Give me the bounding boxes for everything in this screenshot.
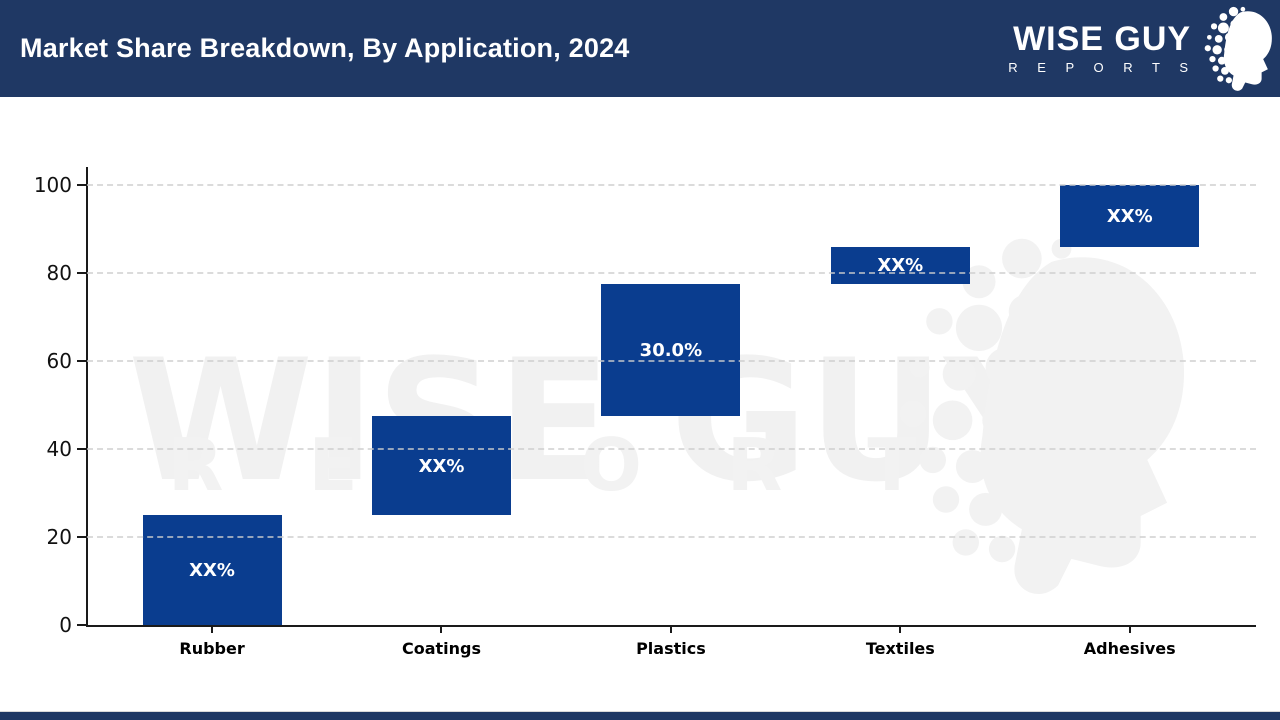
x-tick-mark bbox=[440, 627, 443, 633]
y-tick-mark bbox=[77, 448, 86, 450]
x-tick-label: Rubber bbox=[179, 639, 245, 658]
brand-tagline: R E P O R T S bbox=[1008, 60, 1196, 75]
y-tick-mark bbox=[77, 360, 86, 362]
y-gridline bbox=[87, 536, 1256, 538]
plot-area: 0 20 40 60 80 100 XX% Rubber XX% Coatings 30.0% Pla… bbox=[34, 173, 1256, 658]
y-tick-label: 100 bbox=[33, 173, 72, 197]
y-axis-line bbox=[86, 167, 88, 627]
x-tick-mark bbox=[899, 627, 902, 633]
brand-logo-text: WISE GUY R E P O R T S bbox=[1008, 22, 1196, 75]
bar-value-label: 30.0% bbox=[639, 340, 703, 361]
brand-name: WISE GUY bbox=[1013, 20, 1192, 58]
x-tick-mark bbox=[1128, 627, 1131, 633]
y-tick-mark bbox=[77, 272, 86, 274]
waterfall-bar-adhesives bbox=[1060, 185, 1200, 247]
bar-value-label: XX% bbox=[418, 455, 465, 477]
waterfall-bar-coatings bbox=[371, 416, 511, 515]
y-gridline bbox=[87, 448, 1256, 450]
y-tick-label: 60 bbox=[46, 349, 72, 373]
waterfall-bar-plastics bbox=[601, 284, 741, 416]
bar-value-label: XX% bbox=[189, 560, 235, 581]
header-bar: Market Share Breakdown, By Application, … bbox=[0, 0, 1280, 97]
x-tick-mark bbox=[211, 627, 214, 633]
watermark-line2: R E P O R T S bbox=[168, 423, 1084, 507]
x-tick-label: Plastics bbox=[636, 639, 706, 658]
y-tick-mark bbox=[77, 624, 86, 626]
footer-bar bbox=[0, 711, 1280, 720]
x-tick-label: Adhesives bbox=[1083, 639, 1176, 658]
x-tick-label: Textiles bbox=[865, 639, 935, 658]
y-tick-label: 0 bbox=[59, 613, 72, 637]
bar-value-label: XX% bbox=[877, 255, 924, 277]
head-profile-icon bbox=[1200, 5, 1278, 93]
y-tick-mark bbox=[77, 536, 86, 538]
y-gridline bbox=[87, 184, 1256, 186]
x-tick-mark bbox=[669, 627, 672, 633]
waterfall-bar-rubber bbox=[142, 515, 282, 625]
waterfall-bar-textiles bbox=[830, 246, 970, 284]
chart-area: WISE GUY R E P O R T S 0 20 40 60 80 100 XX% Ru… bbox=[0, 97, 1280, 712]
x-axis-line bbox=[86, 625, 1256, 627]
y-gridline bbox=[87, 272, 1256, 274]
chart-title: Market Share Breakdown, By Application, … bbox=[20, 33, 630, 63]
bar-value-label: XX% bbox=[1106, 205, 1153, 227]
x-tick-label: Coatings bbox=[401, 639, 481, 658]
y-tick-label: 80 bbox=[46, 261, 72, 285]
y-tick-label: 40 bbox=[46, 437, 72, 461]
y-tick-label: 20 bbox=[46, 525, 72, 549]
brand-logo: WISE GUY R E P O R T S bbox=[1008, 0, 1280, 97]
y-gridline bbox=[87, 360, 1256, 362]
y-tick-mark bbox=[77, 184, 86, 186]
